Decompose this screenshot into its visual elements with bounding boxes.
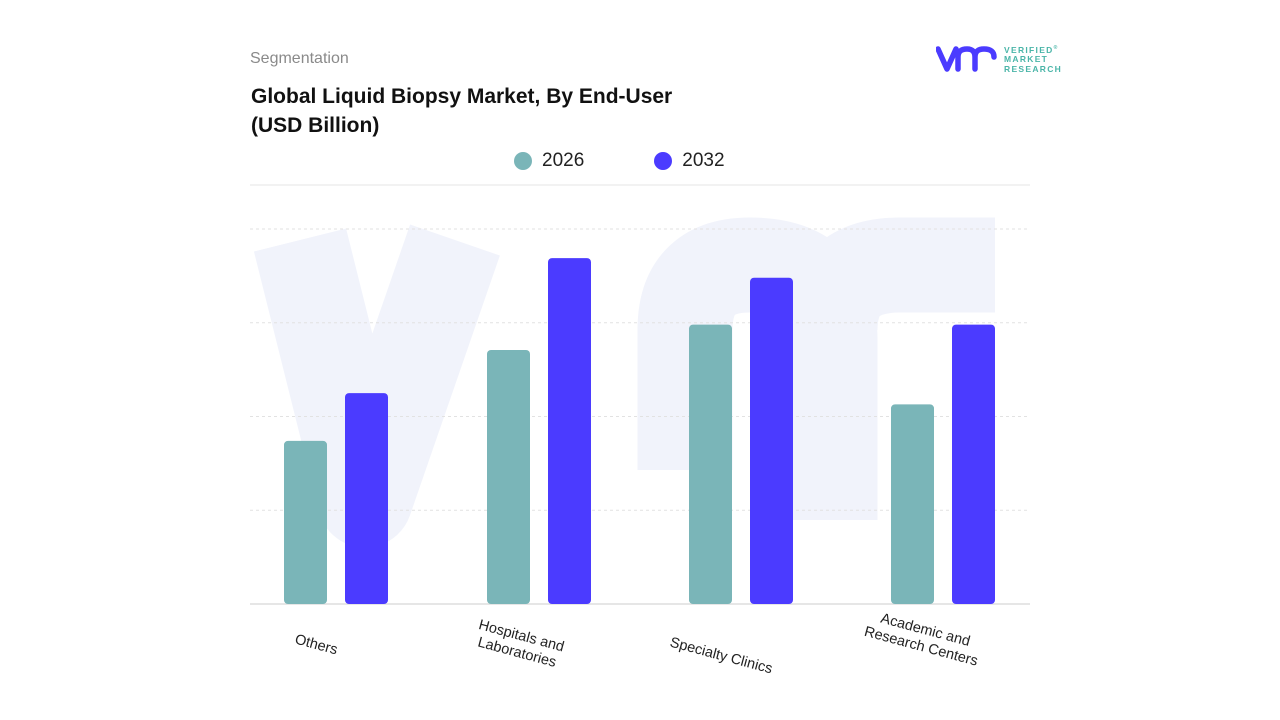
bar-2032-hospitals-and-laboratories[interactable] bbox=[548, 258, 591, 604]
vmr-logo-mark bbox=[936, 46, 997, 72]
legend-swatch-2026 bbox=[514, 152, 532, 170]
logo-line-1: VERIFIED bbox=[1004, 44, 1054, 55]
vmr-logo: VERIFIED® MARKET RESEARCH bbox=[936, 44, 1062, 74]
legend-label-2032: 2032 bbox=[682, 150, 725, 171]
logo-line-2: MARKET bbox=[1004, 54, 1049, 65]
legend-label-2026: 2026 bbox=[542, 150, 585, 171]
bar-2032-academic-and-research-centers[interactable] bbox=[952, 324, 995, 604]
title-line-1: Global Liquid Biopsy Market, By End-User bbox=[251, 85, 673, 108]
bar-2032-others[interactable] bbox=[345, 393, 388, 604]
legend-item-2032[interactable]: 2032 bbox=[654, 150, 725, 172]
section-label: Segmentation bbox=[250, 50, 349, 67]
legend: 2026 2032 bbox=[514, 150, 725, 172]
bar-2026-specialty-clinics[interactable] bbox=[689, 324, 732, 604]
watermark bbox=[253, 217, 995, 548]
logo-line-3: RESEARCH bbox=[1004, 63, 1063, 74]
bar-2026-academic-and-research-centers[interactable] bbox=[891, 404, 934, 604]
bar-2026-others[interactable] bbox=[284, 440, 327, 604]
logo-text: VERIFIED® MARKET RESEARCH bbox=[1004, 44, 1062, 74]
legend-swatch-2032 bbox=[654, 152, 673, 170]
legend-item-2026[interactable]: 2026 bbox=[514, 150, 584, 172]
bar-2026-hospitals-and-laboratories[interactable] bbox=[487, 349, 530, 604]
registered-mark: ® bbox=[1053, 45, 1059, 51]
chart-title: Global Liquid Biopsy Market, By End-User… bbox=[251, 82, 771, 140]
title-line-2: (USD Billion) bbox=[251, 114, 380, 137]
bar-2032-specialty-clinics[interactable] bbox=[750, 277, 793, 604]
